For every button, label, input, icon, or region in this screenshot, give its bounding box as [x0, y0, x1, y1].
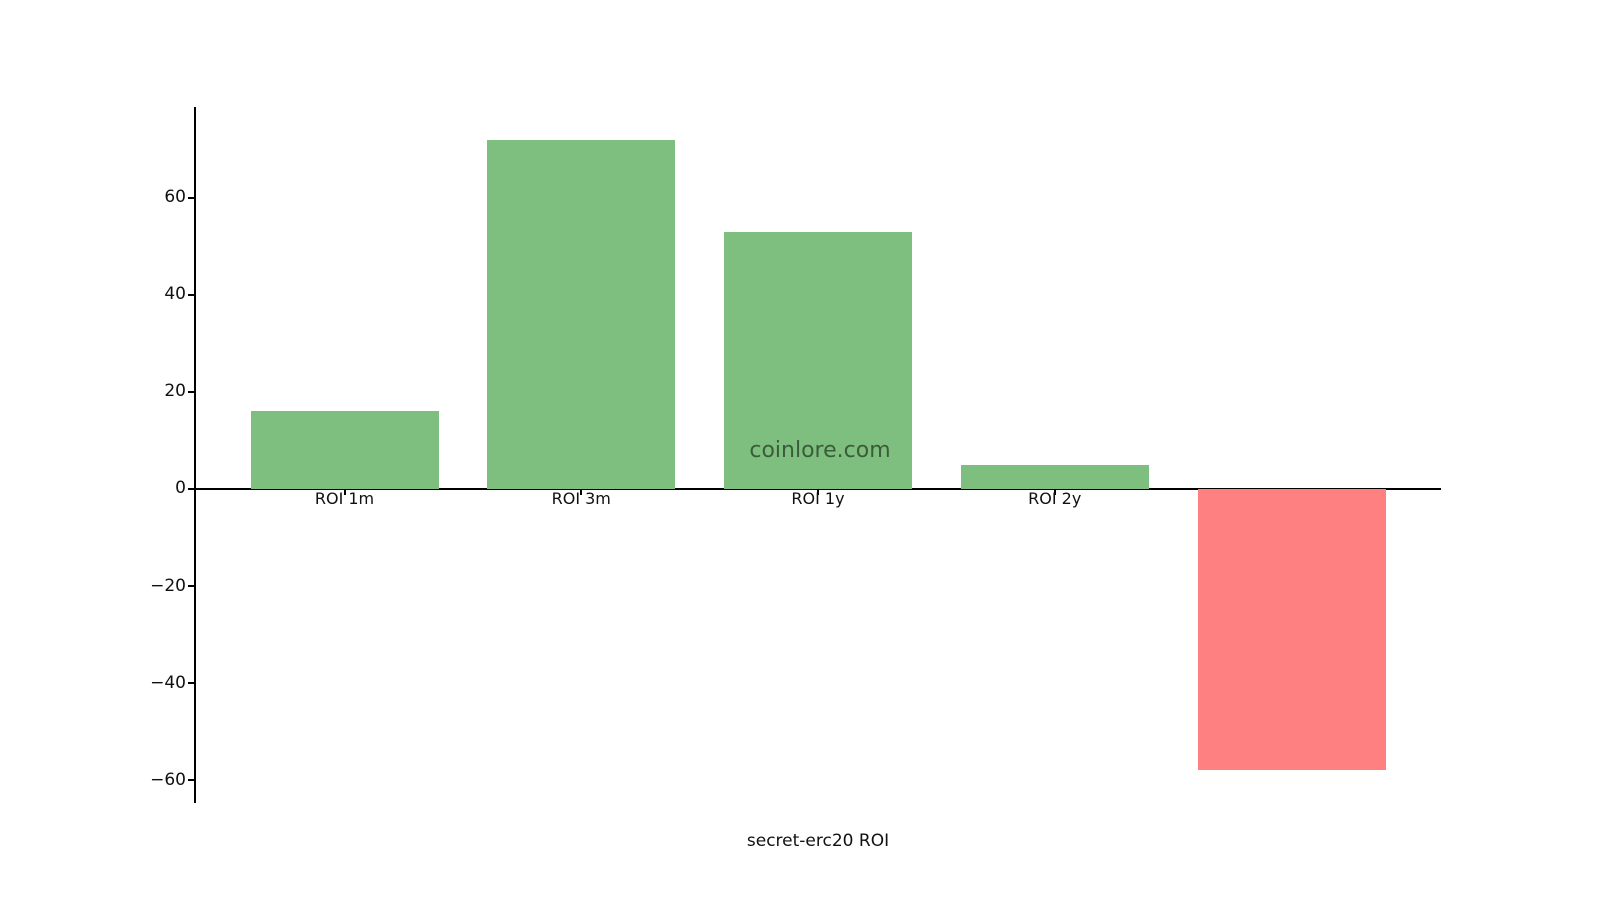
y-tick-mark [188, 390, 194, 393]
bar-bar-5 [1197, 488, 1386, 771]
x-tick-mark [343, 490, 346, 495]
x-tick-mark [580, 490, 583, 495]
y-tick-label: −60 [150, 769, 186, 790]
x-tick-label: ROI 1y [791, 489, 845, 508]
y-tick-mark [188, 682, 194, 685]
bar-roi-1y [724, 231, 912, 489]
bar-roi-2y [960, 464, 1149, 489]
x-tick-label: ROI 2y [1028, 489, 1082, 508]
y-tick-label: 20 [164, 381, 186, 402]
y-tick-mark [188, 293, 194, 296]
bar-roi-3m [487, 139, 676, 489]
y-tick-label: 60 [164, 187, 186, 208]
y-tick-mark [188, 779, 194, 782]
y-tick-mark [188, 487, 194, 490]
x-tick-label: ROI 1m [314, 489, 375, 508]
y-tick-label: −20 [150, 575, 186, 596]
y-tick-label: 0 [175, 478, 186, 499]
watermark-text: coinlore.com [749, 438, 891, 463]
bar-roi-1m [250, 411, 439, 489]
y-tick-mark [188, 585, 194, 588]
y-tick-label: 40 [164, 284, 186, 305]
y-tick-mark [188, 196, 194, 199]
y-axis-spine [194, 107, 196, 803]
x-tick-mark [817, 490, 819, 495]
x-axis-zero-line [194, 488, 1441, 490]
y-tick-label: −40 [150, 672, 186, 693]
x-tick-label: ROI 3m [551, 489, 611, 508]
chart-title: secret-erc20 ROI [746, 831, 890, 851]
x-tick-mark [1053, 490, 1056, 495]
